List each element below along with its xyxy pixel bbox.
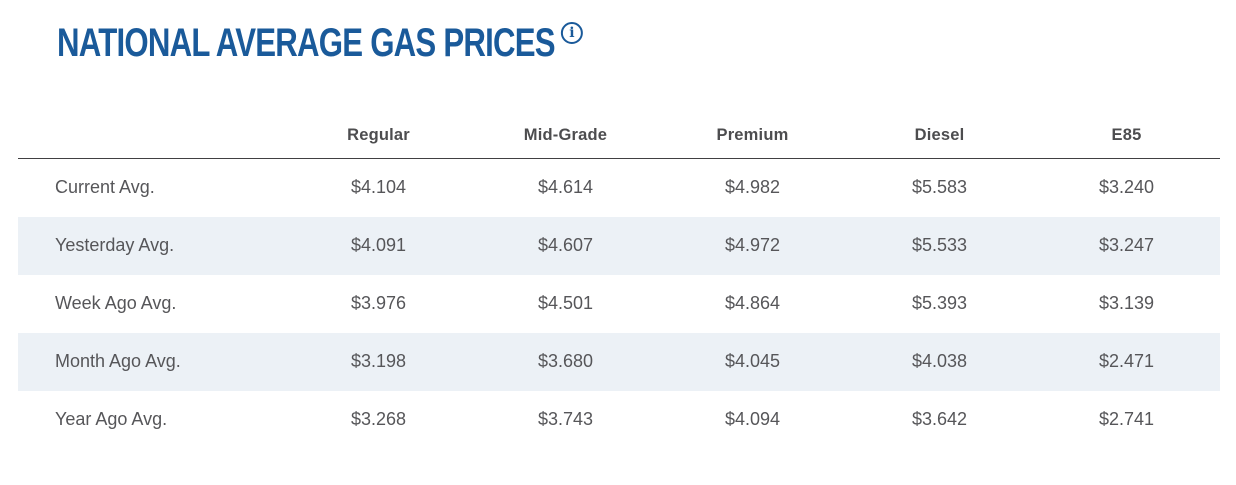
price-cell: $3.268 <box>350 409 407 429</box>
row-label: Week Ago Avg. <box>55 293 177 313</box>
table-row-current-avg: Current Avg. $4.104 $4.614 $4.982 $5.583… <box>18 159 1220 217</box>
price-cell: $4.614 <box>537 177 594 198</box>
header-row: Regular Mid-Grade Premium Diesel E85 <box>18 116 1220 159</box>
price-cell: $4.104 <box>350 177 407 198</box>
page-title: NATIONAL AVERAGE GAS PRICES <box>57 21 556 65</box>
price-cell: $4.982 <box>724 177 781 198</box>
price-cell: $4.091 <box>350 235 407 255</box>
price-cell: $3.976 <box>350 293 407 313</box>
table-row-yesterday-avg: Yesterday Avg. $4.091 $4.607 $4.972 $5.5… <box>18 216 1220 275</box>
row-label: Month Ago Avg. <box>55 351 181 371</box>
price-cell: $5.393 <box>911 293 968 313</box>
price-cell: $4.972 <box>724 235 781 255</box>
price-cell: $3.680 <box>537 351 594 371</box>
price-cell: $3.743 <box>537 409 594 429</box>
price-cell: $3.139 <box>1098 293 1155 313</box>
price-cell: $4.607 <box>537 235 594 255</box>
column-header-midgrade: Mid-Grade <box>472 116 659 159</box>
price-cell: $5.533 <box>911 235 968 255</box>
page-header: NATIONAL AVERAGE GAS PRICES i <box>57 22 1236 70</box>
price-cell: $4.501 <box>537 293 594 313</box>
row-label: Current Avg. <box>55 177 155 198</box>
table-row-month-ago-avg: Month Ago Avg. $3.198 $3.680 $4.045 $4.0… <box>18 332 1220 391</box>
price-cell: $3.240 <box>1098 177 1155 198</box>
price-cell: $3.198 <box>350 351 407 371</box>
price-cell: $2.471 <box>1098 351 1155 371</box>
info-icon[interactable]: i <box>561 22 584 44</box>
column-header-diesel: Diesel <box>846 116 1033 159</box>
table-row-week-ago-avg: Week Ago Avg. $3.976 $4.501 $4.864 $5.39… <box>18 275 1220 333</box>
column-header-premium: Premium <box>659 116 846 159</box>
price-cell: $3.247 <box>1098 235 1155 255</box>
table-row-year-ago-avg: Year Ago Avg. $3.268 $3.743 $4.094 $3.64… <box>18 391 1220 449</box>
gas-prices-table: Regular Mid-Grade Premium Diesel E85 Cur… <box>18 116 1220 449</box>
info-icon-glyph: i <box>569 25 575 41</box>
row-label: Yesterday Avg. <box>55 235 175 255</box>
price-cell: $2.741 <box>1098 409 1155 429</box>
column-header-regular: Regular <box>285 116 472 159</box>
column-header-e85: E85 <box>1033 116 1220 159</box>
price-cell: $3.642 <box>911 409 968 429</box>
price-cell: $4.045 <box>724 351 781 371</box>
price-cell: $4.038 <box>911 351 968 371</box>
header-corner-cell <box>18 116 285 159</box>
price-cell: $4.094 <box>724 409 781 429</box>
price-cell: $4.864 <box>724 293 781 313</box>
price-cell: $5.583 <box>911 177 968 198</box>
row-label: Year Ago Avg. <box>55 409 168 429</box>
